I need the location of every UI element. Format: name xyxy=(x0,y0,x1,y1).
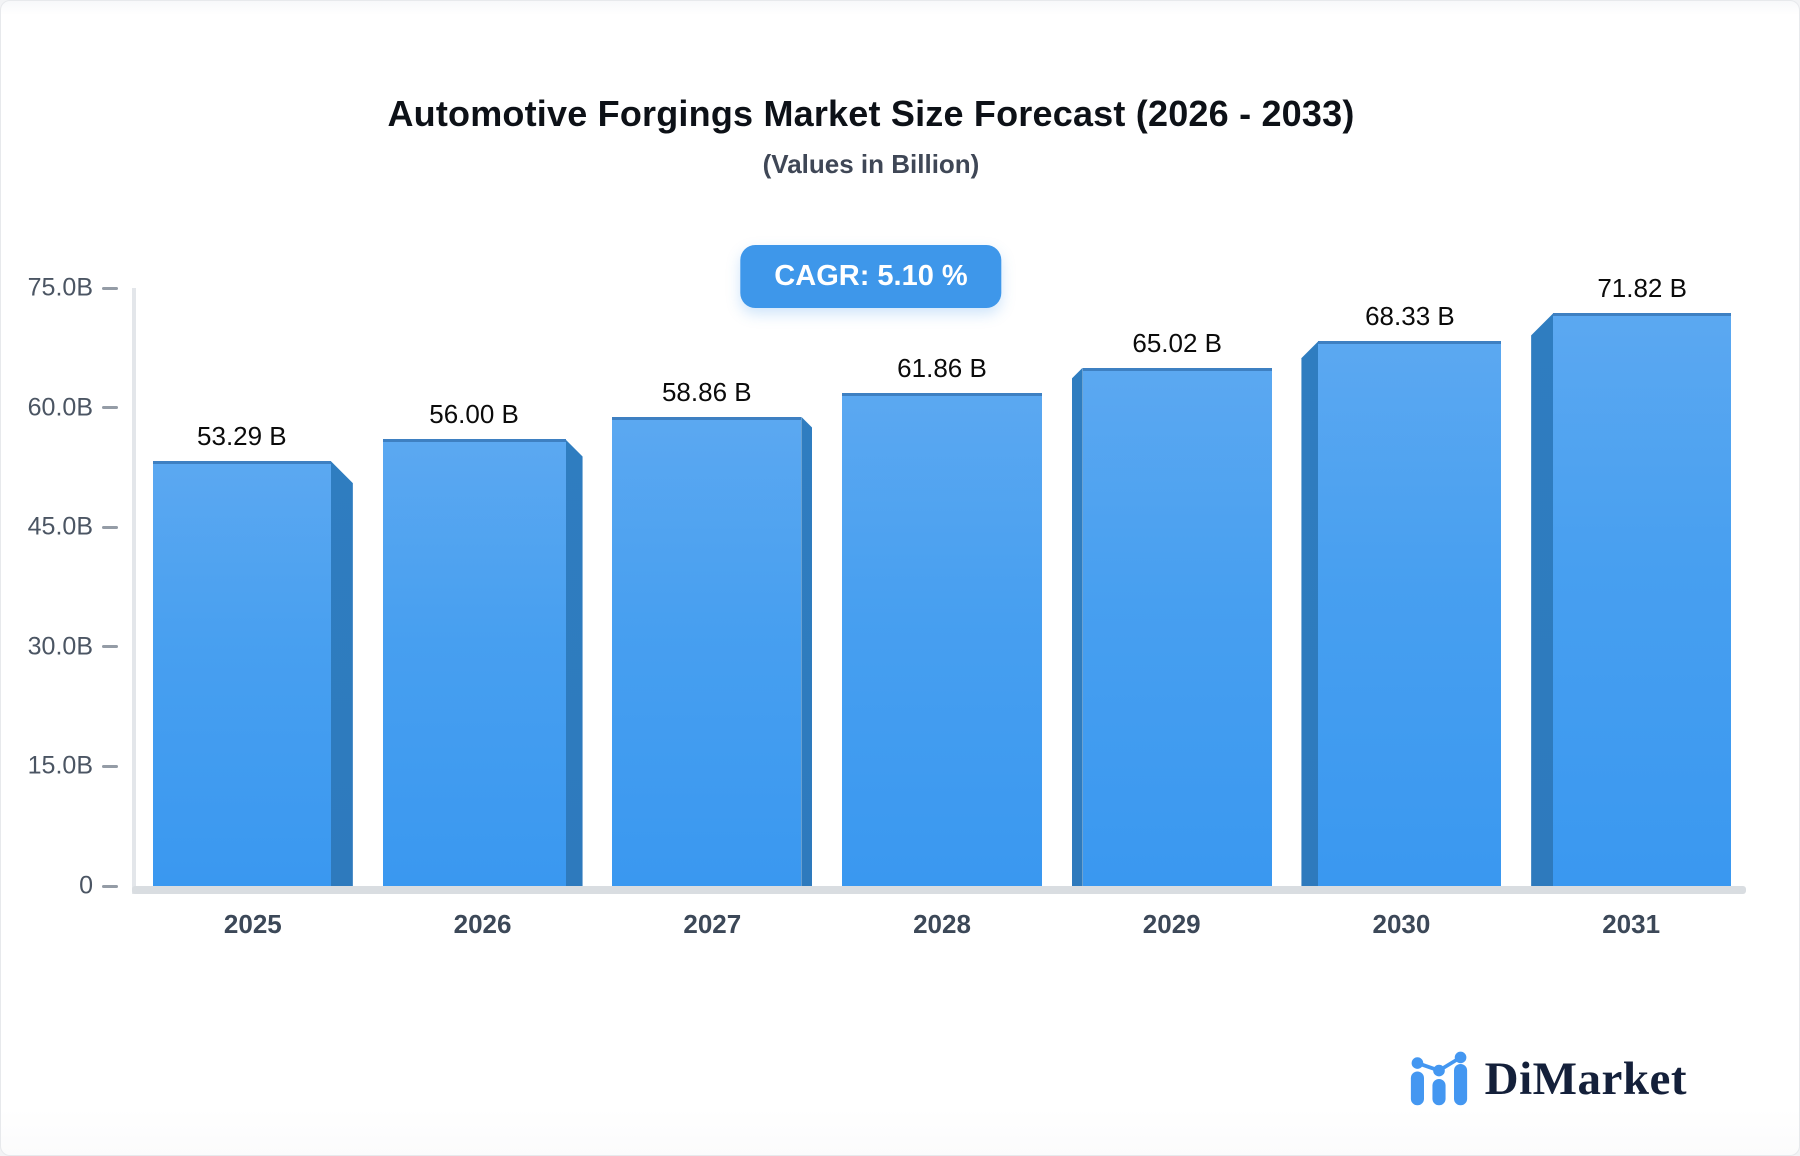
x-axis-category-label: 2028 xyxy=(913,909,971,939)
x-axis-category-label: 2027 xyxy=(683,909,742,939)
bar-side-face xyxy=(330,461,353,886)
dimarket-logo: DiMarket xyxy=(1407,1049,1687,1109)
chart-subtitle: (Values in Billion) xyxy=(762,149,980,179)
x-axis-line xyxy=(132,886,1746,894)
x-axis-category-label: 2031 xyxy=(1602,909,1661,939)
bar xyxy=(1553,313,1732,886)
y-axis-tick-label: 15.0B xyxy=(27,751,93,780)
cagr-badge: CAGR: 5.10 % xyxy=(740,245,1002,308)
y-axis-tick-mark xyxy=(102,884,118,888)
bar-side-face xyxy=(1301,341,1319,886)
bar xyxy=(1318,341,1502,886)
bar xyxy=(152,461,331,886)
y-axis-tick-mark xyxy=(102,286,118,290)
cagr-badge-label: CAGR: 5.10 % xyxy=(774,260,968,292)
bar-side-face xyxy=(1071,367,1083,886)
bar-value-label: 68.33 B xyxy=(1365,301,1455,332)
bar-side-face xyxy=(1531,313,1554,886)
chart-title: Automotive Forgings Market Size Forecast… xyxy=(387,93,1355,134)
bar-side-face xyxy=(565,439,583,886)
y-axis-tick-label: 45.0B xyxy=(27,512,93,541)
bar xyxy=(842,392,1042,886)
bar-value-label: 56.00 B xyxy=(429,399,519,430)
bar xyxy=(1082,367,1272,886)
bar-value-label: 61.86 B xyxy=(897,352,987,383)
y-axis-tick-mark xyxy=(102,764,118,768)
bar-value-label: 53.29 B xyxy=(197,421,287,452)
bar-value-label: 71.82 B xyxy=(1597,273,1687,304)
x-axis-category-label: 2029 xyxy=(1142,909,1201,939)
bar xyxy=(612,416,802,886)
bar-side-face xyxy=(801,416,813,886)
y-axis-line xyxy=(132,288,136,894)
y-axis-tick-label: 75.0B xyxy=(27,273,93,302)
x-axis-category-label: 2026 xyxy=(453,909,512,939)
y-axis-tick-label: 60.0B xyxy=(27,393,93,422)
x-axis-category-label: 2025 xyxy=(223,909,282,939)
logo-text: DiMarket xyxy=(1484,1053,1687,1105)
bar-chart-trend-icon xyxy=(1410,1051,1467,1106)
bar-value-label: 58.86 B xyxy=(661,376,752,407)
y-axis-tick-label: 0 xyxy=(79,871,93,900)
y-axis-tick-label: 30.0B xyxy=(27,632,93,661)
y-axis-tick-mark xyxy=(102,525,118,529)
bar-value-label: 65.02 B xyxy=(1132,327,1223,358)
x-axis-category-label: 2030 xyxy=(1372,909,1431,939)
y-axis-tick-mark xyxy=(102,645,118,649)
bar xyxy=(382,439,566,886)
chart-header: Automotive Forgings Market Size Forecast… xyxy=(1,93,1741,180)
y-axis-tick-mark xyxy=(102,406,118,410)
